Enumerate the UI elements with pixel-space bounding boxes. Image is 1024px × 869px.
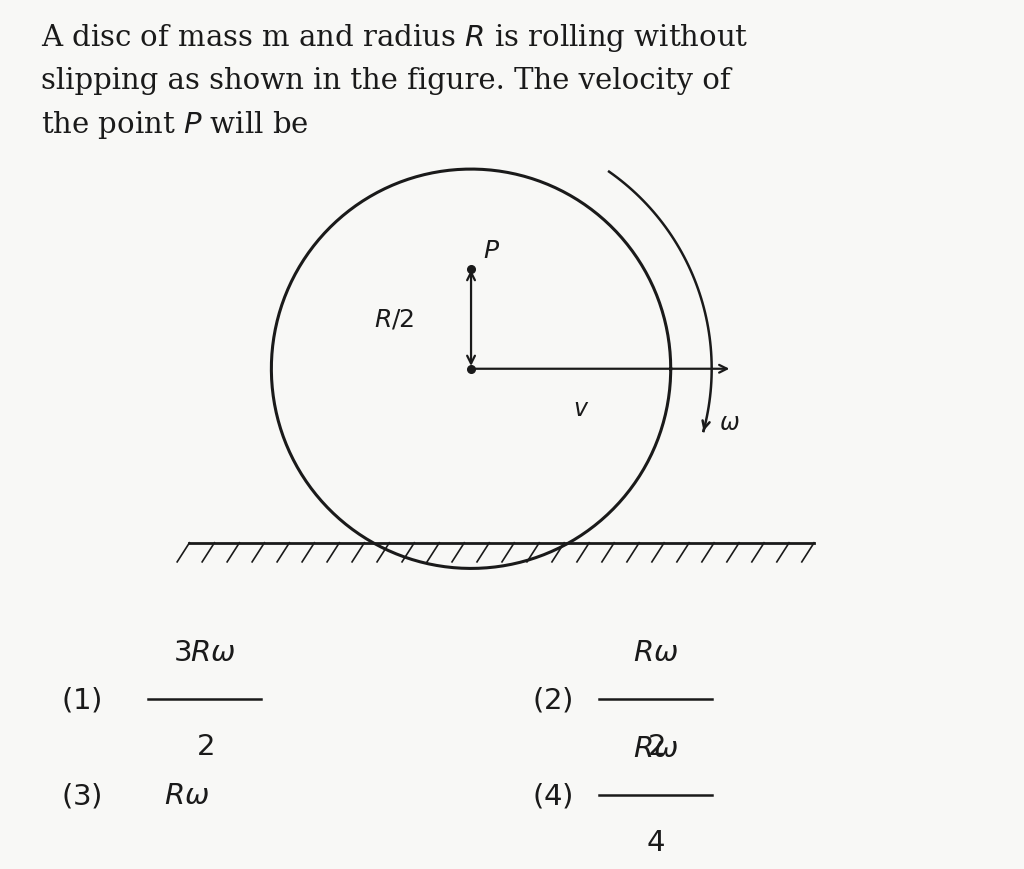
Text: $R/2$: $R/2$ <box>375 308 415 331</box>
Text: $(3)$: $(3)$ <box>61 780 102 810</box>
Text: $(4)$: $(4)$ <box>532 780 573 810</box>
Text: $3R\omega$: $3R\omega$ <box>173 639 237 667</box>
Text: $2$: $2$ <box>646 733 665 760</box>
Text: $R\omega$: $R\omega$ <box>633 639 678 667</box>
Text: A disc of mass m and radius $R$ is rolling without
slipping as shown in the figu: A disc of mass m and radius $R$ is rolli… <box>41 22 749 141</box>
Text: $P$: $P$ <box>483 240 501 262</box>
Text: $(2)$: $(2)$ <box>532 685 573 714</box>
Text: $(1)$: $(1)$ <box>61 685 102 714</box>
Text: $2$: $2$ <box>196 733 214 760</box>
Text: $v$: $v$ <box>572 397 589 420</box>
Text: $4$: $4$ <box>646 828 665 856</box>
Text: $R\omega$: $R\omega$ <box>164 781 209 809</box>
Text: $\omega$: $\omega$ <box>719 411 739 434</box>
Text: $R\omega$: $R\omega$ <box>633 734 678 762</box>
